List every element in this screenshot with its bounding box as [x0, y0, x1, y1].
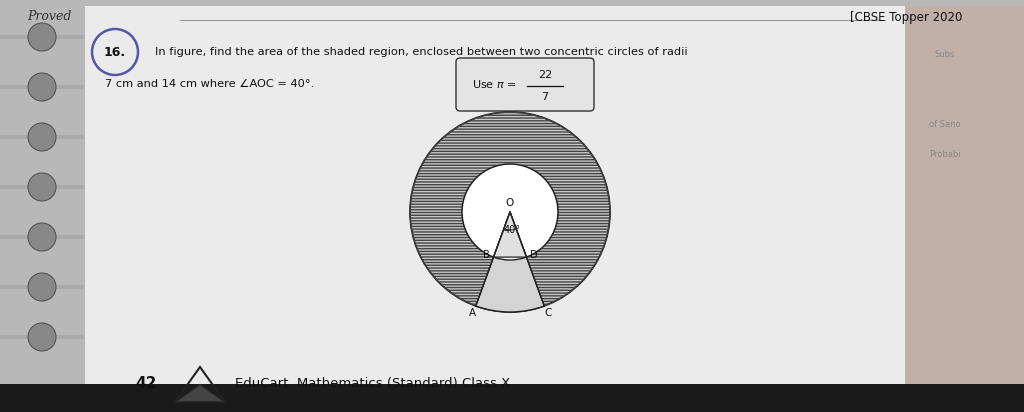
- Text: 7 cm and 14 cm where ∠AOC = 40°.: 7 cm and 14 cm where ∠AOC = 40°.: [105, 79, 314, 89]
- Circle shape: [28, 223, 56, 251]
- Circle shape: [462, 164, 558, 260]
- FancyBboxPatch shape: [85, 6, 905, 384]
- Text: 16.: 16.: [104, 45, 126, 59]
- Text: D: D: [529, 250, 538, 260]
- Text: Use $\pi$ =: Use $\pi$ =: [472, 78, 517, 90]
- Text: 7: 7: [542, 92, 549, 102]
- Text: of Sano: of Sano: [929, 120, 961, 129]
- Text: Probabi: Probabi: [929, 150, 961, 159]
- Polygon shape: [494, 212, 526, 257]
- Text: O: O: [506, 198, 514, 208]
- Circle shape: [28, 123, 56, 151]
- FancyBboxPatch shape: [905, 6, 1024, 384]
- FancyBboxPatch shape: [0, 384, 1024, 412]
- Text: B: B: [483, 250, 489, 260]
- Text: A: A: [469, 308, 476, 318]
- Text: [CBSE Topper 2020: [CBSE Topper 2020: [850, 10, 963, 23]
- Text: Proved: Proved: [27, 10, 72, 23]
- Circle shape: [410, 112, 610, 312]
- Text: C: C: [544, 308, 551, 318]
- Text: 40°: 40°: [504, 225, 520, 235]
- Text: In figure, find the area of the shaded region, enclosed between two concentric c: In figure, find the area of the shaded r…: [155, 47, 688, 57]
- Wedge shape: [476, 212, 544, 312]
- Circle shape: [28, 273, 56, 301]
- Text: Subs: Subs: [935, 50, 955, 59]
- Text: 22: 22: [538, 70, 552, 80]
- Circle shape: [28, 323, 56, 351]
- FancyBboxPatch shape: [456, 58, 594, 111]
- Wedge shape: [494, 212, 526, 260]
- Circle shape: [28, 23, 56, 51]
- Text: 42: 42: [135, 377, 157, 391]
- Circle shape: [28, 73, 56, 101]
- Text: EduCart  Mathematics (Standard) Class X: EduCart Mathematics (Standard) Class X: [234, 377, 510, 391]
- Polygon shape: [175, 384, 225, 402]
- Circle shape: [28, 173, 56, 201]
